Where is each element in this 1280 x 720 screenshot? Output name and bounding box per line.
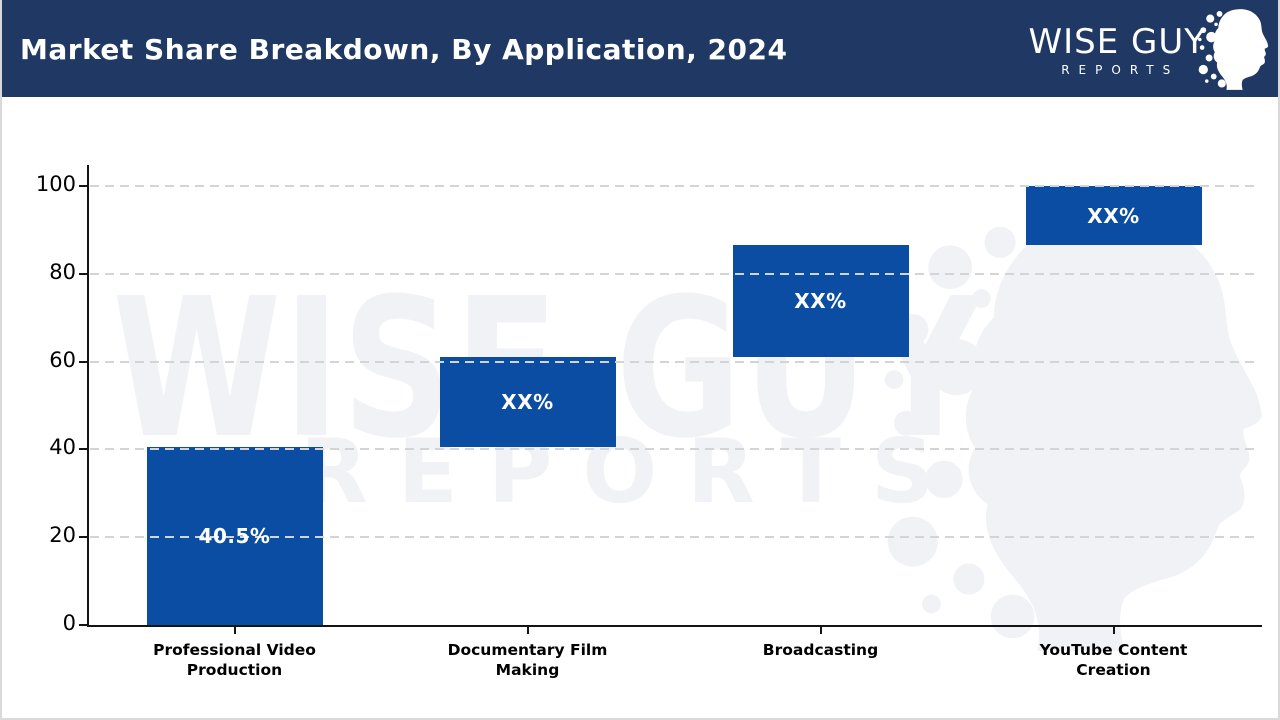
bar-value-label-documentary-film-making: XX% xyxy=(501,390,554,415)
x-category-label-line: Professional Video xyxy=(153,641,316,659)
x-category-label-line: Making xyxy=(495,661,560,679)
x-axis-tick-youtube-content-creation xyxy=(1112,627,1115,634)
x-category-label-professional-video-production: Professional Video Production xyxy=(95,640,375,680)
x-axis-tick-professional-video-production xyxy=(233,627,236,634)
bar-documentary-film-making xyxy=(439,357,616,448)
y-tick-label: 100 xyxy=(35,172,76,196)
bar-broadcasting xyxy=(732,245,909,358)
header-bar: Market Share Breakdown, By Application, … xyxy=(0,0,1280,97)
y-tick-label: 40 xyxy=(49,435,76,460)
logo-subtitle: REPORTS xyxy=(1061,62,1180,77)
bar-youtube-content-creation xyxy=(1025,186,1202,246)
x-axis-line xyxy=(87,625,1262,627)
x-category-label-broadcasting: Broadcasting xyxy=(681,640,961,660)
y-axis-tick-20 xyxy=(79,536,87,539)
y-axis-line xyxy=(87,165,89,627)
watermark-text-line2: REPORTS xyxy=(300,420,965,523)
x-category-label-line: YouTube Content xyxy=(1039,641,1188,659)
y-axis-tick-40 xyxy=(79,448,87,451)
x-category-label-line: Broadcasting xyxy=(762,641,879,659)
y-tick-label: 80 xyxy=(49,259,76,284)
x-axis-tick-broadcasting xyxy=(819,627,822,634)
x-axis-tick-documentary-film-making xyxy=(526,627,529,634)
brand-logo: WISE GUY REPORTS xyxy=(1028,5,1272,93)
gridline-80 xyxy=(90,272,1260,275)
page-title: Market Share Breakdown, By Application, … xyxy=(20,33,788,66)
bar-professional-video-production xyxy=(146,447,323,625)
x-category-label-youtube-content-creation: YouTube Content Creation xyxy=(974,640,1254,680)
bar-value-label-professional-video-production: 40.5% xyxy=(198,524,271,549)
gridline-60 xyxy=(90,360,1260,363)
x-category-label-line: Documentary Film xyxy=(447,641,608,659)
x-category-label-line: Production xyxy=(186,661,283,679)
y-axis-tick-60 xyxy=(79,360,87,363)
bar-value-label-youtube-content-creation: XX% xyxy=(1087,203,1140,228)
x-category-label-documentary-film-making: Documentary Film Making xyxy=(388,640,668,680)
logo-head-profile-icon xyxy=(1196,7,1272,91)
gridline-20 xyxy=(90,536,1260,539)
watermark-head-profile-icon xyxy=(866,205,1280,657)
bar-value-label-broadcasting: XX% xyxy=(794,289,847,314)
y-tick-label: 20 xyxy=(49,523,76,548)
gridline-100 xyxy=(90,185,1260,187)
logo-wordmark: WISE GUY xyxy=(1028,21,1206,62)
y-axis-tick-80 xyxy=(79,272,87,275)
y-tick-label: 0 xyxy=(62,611,76,635)
y-tick-label: 60 xyxy=(49,347,76,372)
gridline-40 xyxy=(90,448,1260,451)
y-axis-tick-100 xyxy=(79,185,87,187)
y-axis-tick-0 xyxy=(79,624,87,626)
logo-text: WISE GUY REPORTS xyxy=(1028,22,1206,77)
x-category-label-line: Creation xyxy=(1076,661,1151,679)
